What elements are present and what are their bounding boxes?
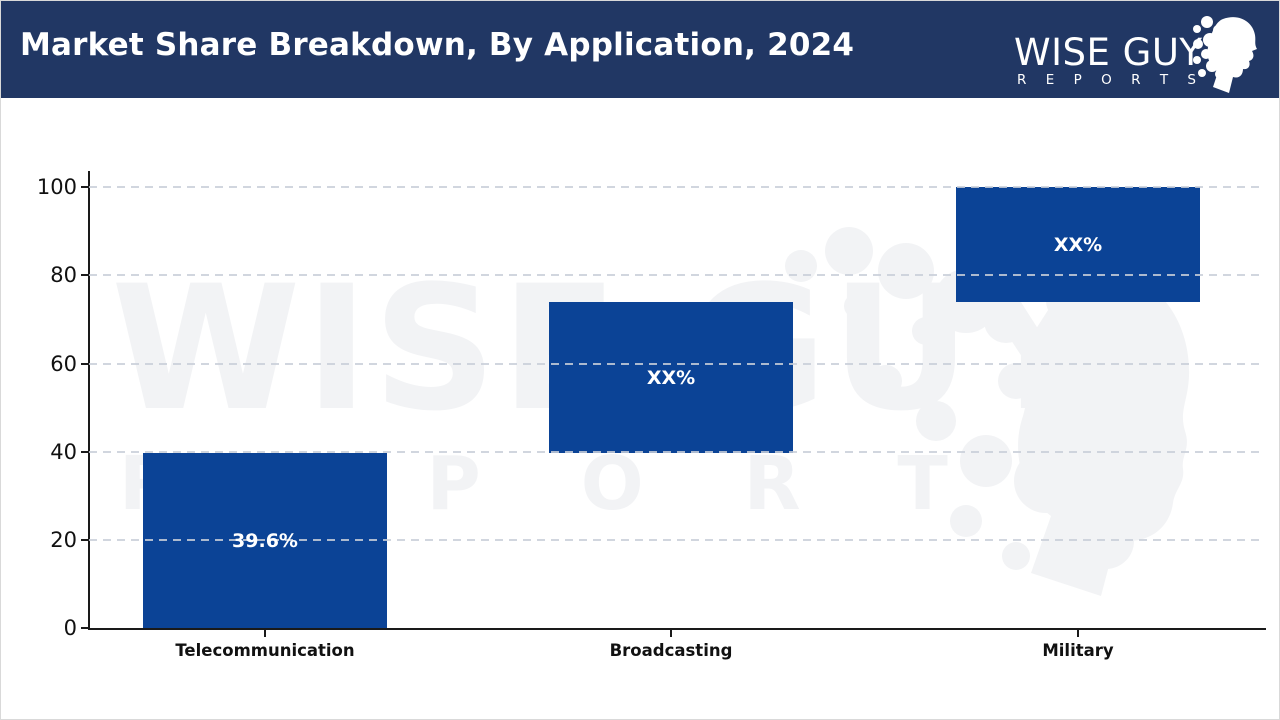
brand-wordmark: WISE GUY [1014,31,1203,75]
x-axis-category-label: Broadcasting [609,641,733,660]
x-axis-line [88,628,1266,630]
y-axis-tick-label: 80 [50,263,77,288]
y-axis-tick [81,186,89,189]
page-title: Market Share Breakdown, By Application, … [20,27,855,63]
y-axis-tick [81,274,89,277]
y-axis-tick [81,538,89,541]
brand-head-icon [1193,16,1257,93]
brand-logo: WISE GUY R E P O R T S [1014,13,1265,95]
x-axis-category-label: Military [1042,641,1114,660]
bar-value-label: XX% [1053,233,1103,256]
gridline-40 [89,450,1265,453]
x-axis-tick [1077,629,1079,637]
brand-reports-label: R E P O R T S [1017,72,1205,89]
brand-logo-text: WISE GUY R E P O R T S [1014,34,1205,88]
y-axis-tick-label: 0 [63,616,77,640]
x-axis-category-label: Telecommunication [175,641,355,660]
gridline-20 [89,538,1265,541]
bar-broadcasting [549,301,793,454]
bar-military [956,187,1200,302]
y-axis-line [88,171,90,630]
gridline-60 [89,362,1265,365]
header-bar: Market Share Breakdown, By Application, … [1,1,1279,98]
y-axis-tick [81,450,89,453]
y-axis-tick-label: 60 [50,351,77,376]
gridline-100 [89,186,1265,189]
y-axis-tick [81,627,89,629]
y-axis-tick-label: 20 [50,527,77,552]
y-axis-tick [81,362,89,365]
gridline-80 [89,274,1265,277]
watermark-head-icon [785,227,1190,596]
y-axis-tick-label: 40 [50,439,77,464]
y-axis-tick-label: 100 [36,175,77,200]
x-axis-tick [670,629,672,637]
bar-value-label: XX% [646,366,696,389]
plot-area: 0 20 40 60 80 100 39.6% XX% XX% Telecommunication… [1,98,1279,713]
x-axis-tick [264,629,266,637]
bar-value-label: 39.6% [232,529,298,552]
